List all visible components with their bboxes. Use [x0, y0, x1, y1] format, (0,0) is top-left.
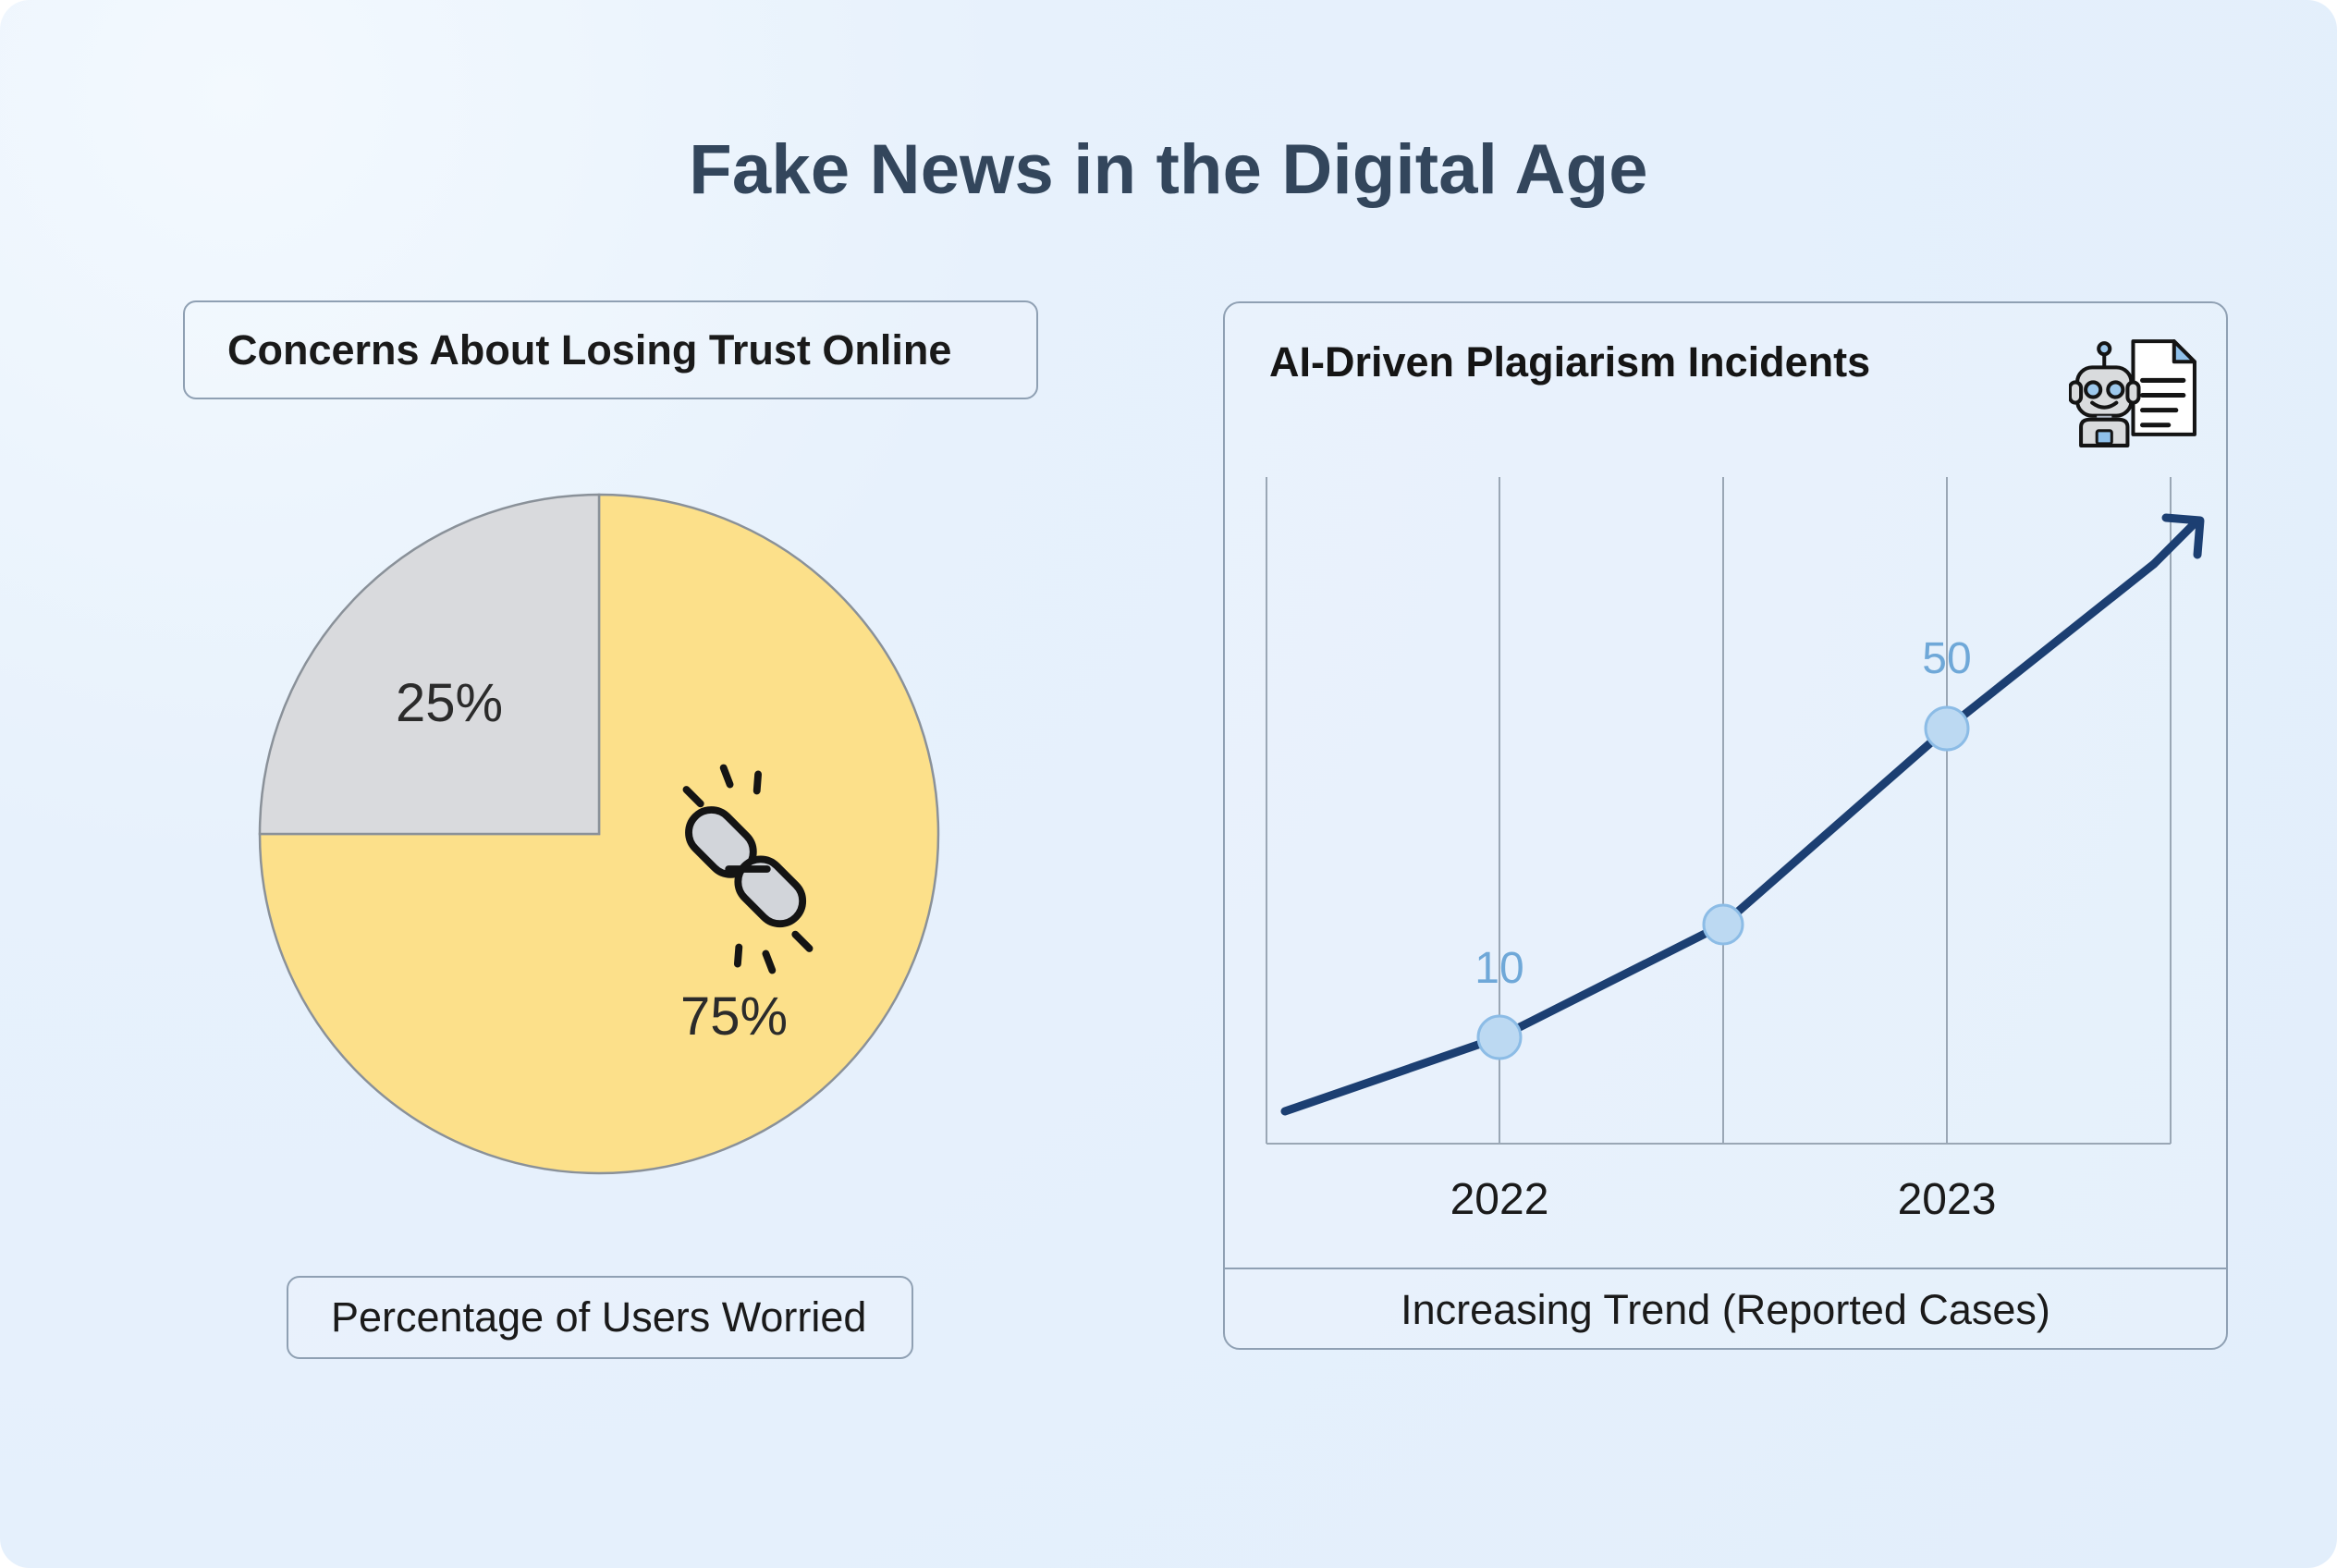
svg-text:75%: 75%	[680, 986, 788, 1047]
svg-text:2023: 2023	[1898, 1175, 1997, 1224]
svg-text:2022: 2022	[1450, 1175, 1549, 1224]
svg-text:10: 10	[1474, 944, 1523, 993]
svg-text:50: 50	[1922, 634, 1971, 683]
svg-text:25%: 25%	[396, 673, 503, 733]
